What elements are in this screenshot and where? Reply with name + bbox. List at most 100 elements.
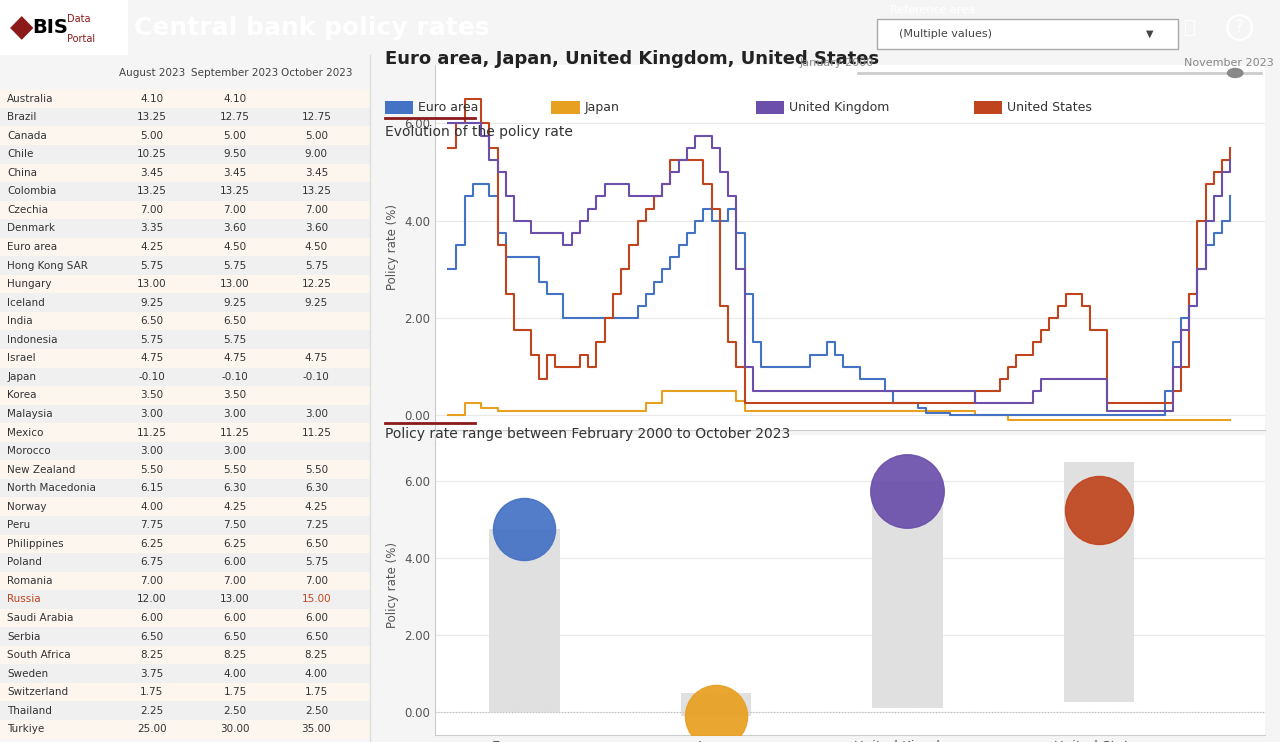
Text: 9.25: 9.25 [305,298,328,308]
Text: Philippines: Philippines [8,539,64,549]
Text: 6.50: 6.50 [224,316,247,326]
Bar [681,693,751,716]
Text: Colombia: Colombia [8,186,56,197]
Bar [0,256,370,275]
Text: Data: Data [67,14,90,24]
Text: 7.00: 7.00 [224,205,247,215]
Text: Switzerland: Switzerland [8,687,69,697]
Bar [0,219,370,237]
Bar [0,349,370,367]
Point [897,485,918,496]
Text: 6.50: 6.50 [140,316,164,326]
Point [1089,504,1110,516]
Text: Iceland: Iceland [8,298,45,308]
Text: 3.50: 3.50 [224,390,247,401]
Text: 1.75: 1.75 [223,687,247,697]
Text: Malaysia: Malaysia [8,409,52,419]
Text: 7.75: 7.75 [140,520,164,531]
Bar [0,182,370,200]
Text: 4.00: 4.00 [305,669,328,679]
Text: 4.10: 4.10 [140,93,164,104]
Bar [0,683,370,701]
Text: 13.25: 13.25 [301,186,332,197]
Bar [0,553,370,571]
Text: 13.00: 13.00 [137,279,166,289]
Text: 6.30: 6.30 [305,483,328,493]
Bar [0,312,370,330]
Text: 13.00: 13.00 [220,279,250,289]
Text: Norway: Norway [8,502,47,512]
Bar [873,481,942,708]
Text: 🛈: 🛈 [1184,18,1196,37]
Text: 5.75: 5.75 [140,260,164,271]
Text: 2.50: 2.50 [305,706,328,716]
Text: January 2000: January 2000 [800,58,874,68]
Bar [0,0,128,55]
Bar [0,275,370,293]
Text: 4.75: 4.75 [223,353,247,364]
Text: Thailand: Thailand [8,706,52,716]
Text: -0.10: -0.10 [221,372,248,382]
Text: United Kingdom: United Kingdom [790,101,890,114]
Text: 9.00: 9.00 [305,149,328,160]
Text: -0.10: -0.10 [303,372,330,382]
Text: Canada: Canada [8,131,47,141]
Text: August 2023: August 2023 [119,68,184,78]
Bar [0,163,370,182]
Text: Poland: Poland [8,557,42,568]
Text: 6.50: 6.50 [140,631,164,642]
Text: Czechia: Czechia [8,205,49,215]
Text: Morocco: Morocco [8,446,51,456]
Text: 3.00: 3.00 [141,409,164,419]
Text: North Macedonia: North Macedonia [8,483,96,493]
Text: 11.25: 11.25 [137,427,166,438]
Bar [0,441,370,460]
Text: 2.50: 2.50 [224,706,247,716]
Bar [0,571,370,590]
Text: 25.00: 25.00 [137,724,166,735]
Text: Turkiye: Turkiye [8,724,45,735]
Text: 3.45: 3.45 [223,168,247,178]
Text: 5.50: 5.50 [305,464,328,475]
Bar [0,237,370,256]
Text: 7.00: 7.00 [305,205,328,215]
Text: 35.00: 35.00 [302,724,332,735]
Text: ?: ? [1235,19,1244,36]
Text: 1.75: 1.75 [140,687,164,697]
Text: November 2023: November 2023 [1184,58,1274,68]
Text: Euro area: Euro area [8,242,58,252]
Text: 6.00: 6.00 [224,557,247,568]
Bar [0,108,370,126]
Text: 15.00: 15.00 [302,594,332,605]
Text: 3.50: 3.50 [140,390,164,401]
Bar [0,145,370,163]
Text: 13.25: 13.25 [220,186,250,197]
Bar [489,529,559,712]
Text: Evolution of the policy rate: Evolution of the policy rate [385,125,573,139]
Text: 12.25: 12.25 [301,279,332,289]
Text: 6.00: 6.00 [224,613,247,623]
Text: BIS: BIS [32,18,68,37]
Text: 4.00: 4.00 [141,502,164,512]
Text: 9.25: 9.25 [140,298,164,308]
Text: 4.00: 4.00 [224,669,247,679]
Text: Policy rate range between February 2000 to October 2023: Policy rate range between February 2000 … [385,427,790,441]
Text: 13.00: 13.00 [220,594,250,605]
Text: 2.25: 2.25 [140,706,164,716]
Text: Sweden: Sweden [8,669,49,679]
Bar [0,516,370,534]
Text: Brazil: Brazil [8,112,37,122]
Text: Euro area, Japan, United Kingdom, United States: Euro area, Japan, United Kingdom, United… [385,50,879,68]
Text: 4.50: 4.50 [305,242,328,252]
Text: Chile: Chile [8,149,33,160]
Text: 11.25: 11.25 [301,427,332,438]
Text: 4.25: 4.25 [305,502,328,512]
Text: 3.60: 3.60 [305,223,328,234]
Text: Denmark: Denmark [8,223,55,234]
Y-axis label: Policy rate (%): Policy rate (%) [385,205,398,291]
Text: 3.45: 3.45 [140,168,164,178]
Text: India: India [8,316,33,326]
Text: Saudi Arabia: Saudi Arabia [8,613,74,623]
Text: 3.00: 3.00 [224,409,247,419]
Text: 3.00: 3.00 [224,446,247,456]
